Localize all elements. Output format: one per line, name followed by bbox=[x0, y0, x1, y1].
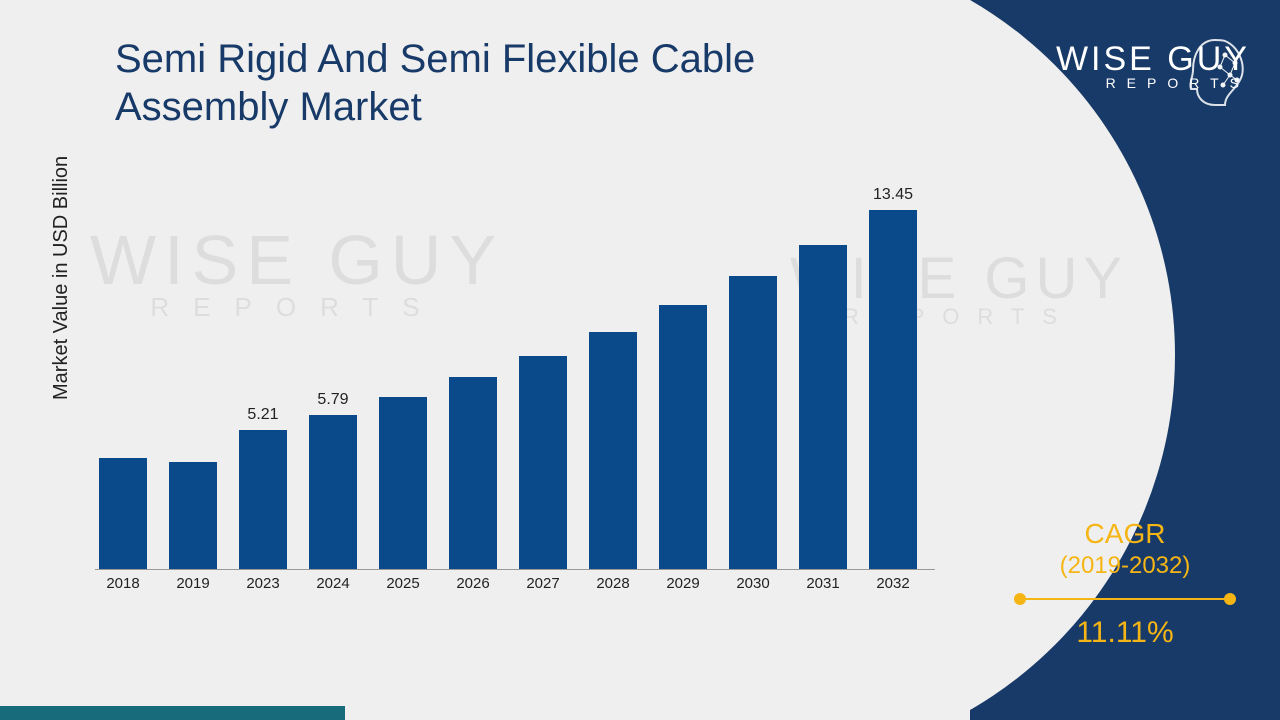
bar bbox=[519, 356, 567, 569]
bottom-accent-bar bbox=[0, 706, 345, 720]
bar bbox=[169, 462, 217, 569]
cagr-divider bbox=[1020, 598, 1230, 600]
y-axis-label: Market Value in USD Billion bbox=[50, 156, 73, 400]
x-tick-label: 2027 bbox=[526, 575, 559, 592]
x-tick-label: 2026 bbox=[456, 575, 489, 592]
cagr-range: (2019-2032) bbox=[1010, 552, 1240, 580]
bar-value-label: 5.79 bbox=[303, 391, 363, 409]
cagr-value: 11.11% bbox=[1010, 616, 1240, 650]
bar bbox=[869, 210, 917, 569]
x-tick-label: 2030 bbox=[736, 575, 769, 592]
plot-region: 5.21 5.79 13.45 bbox=[95, 170, 935, 570]
bar-value-label: 5.21 bbox=[233, 406, 293, 424]
bar bbox=[799, 245, 847, 569]
bar bbox=[99, 458, 147, 569]
x-tick-label: 2032 bbox=[876, 575, 909, 592]
bar bbox=[379, 397, 427, 569]
bar bbox=[659, 305, 707, 569]
chart-title: Semi Rigid And Semi Flexible Cable Assem… bbox=[115, 35, 895, 131]
cagr-callout: CAGR (2019-2032) 11.11% bbox=[1010, 518, 1240, 650]
infographic-canvas: WISE GUY REPORTS WISE GUY REPORTS Semi R… bbox=[0, 0, 1280, 720]
x-tick-label: 2028 bbox=[596, 575, 629, 592]
bar bbox=[589, 332, 637, 569]
ai-head-icon bbox=[1185, 35, 1255, 110]
bar-chart: 5.21 5.79 13.45 2018 2019 2023 2024 2025 2026 20… bbox=[95, 170, 935, 590]
brand-logo: WISE GUY REPORTS bbox=[1056, 40, 1250, 91]
x-tick-label: 2023 bbox=[246, 575, 279, 592]
bar bbox=[239, 430, 287, 569]
x-tick-label: 2029 bbox=[666, 575, 699, 592]
bar-value-label: 13.45 bbox=[863, 186, 923, 204]
x-tick-label: 2018 bbox=[106, 575, 139, 592]
bar bbox=[729, 276, 777, 569]
cagr-title: CAGR bbox=[1010, 518, 1240, 550]
x-tick-label: 2019 bbox=[176, 575, 209, 592]
bar bbox=[449, 377, 497, 569]
x-tick-label: 2031 bbox=[806, 575, 839, 592]
x-tick-label: 2025 bbox=[386, 575, 419, 592]
x-tick-label: 2024 bbox=[316, 575, 349, 592]
bar bbox=[309, 415, 357, 569]
